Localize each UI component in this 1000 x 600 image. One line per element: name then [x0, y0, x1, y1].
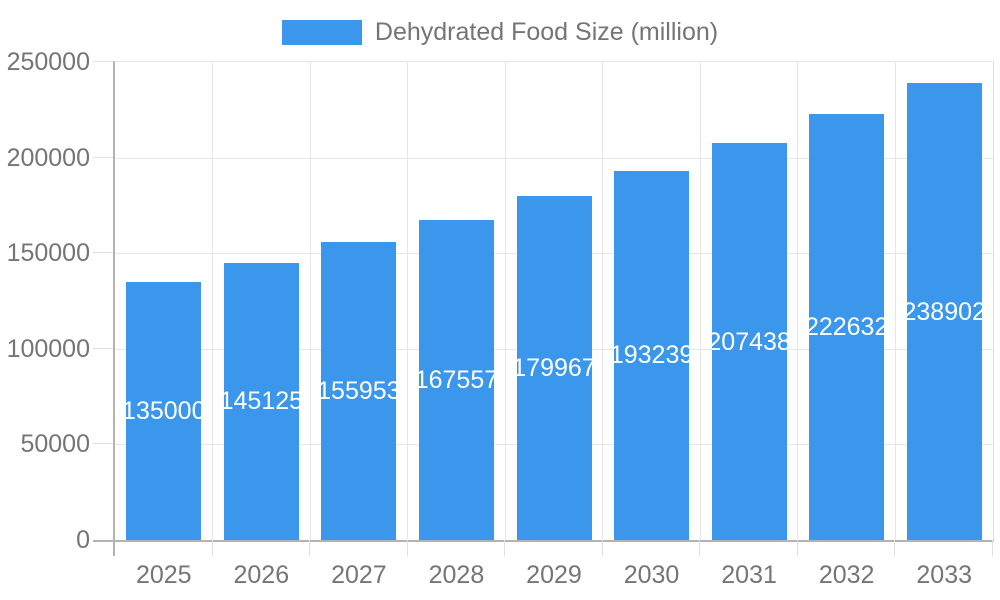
bar-value-label: 135000	[126, 396, 202, 425]
x-axis-tick	[504, 540, 506, 556]
v-gridline	[602, 62, 604, 540]
v-gridline	[894, 62, 896, 540]
y-axis-label: 200000	[6, 143, 90, 172]
x-axis-tick	[796, 540, 798, 556]
x-axis-tick	[601, 540, 603, 556]
v-gridline	[797, 62, 799, 540]
v-gridline	[407, 62, 409, 540]
x-axis-label-2031: 2031	[721, 561, 777, 589]
y-axis-tick	[93, 252, 113, 254]
h-gridline	[115, 157, 993, 159]
y-axis-tick	[93, 347, 113, 349]
x-axis-tick	[894, 540, 896, 556]
bar-2029[interactable]: 179967	[516, 195, 592, 540]
bar-2033[interactable]: 238902	[906, 83, 982, 540]
y-axis-label: 250000	[6, 48, 90, 76]
bar-2031[interactable]: 207438	[711, 143, 787, 540]
bar-value-label: 222632	[809, 313, 885, 342]
bar-2026[interactable]: 145125	[223, 262, 299, 540]
y-axis-label: 100000	[6, 334, 90, 363]
y-axis-label: 50000	[20, 430, 90, 459]
y-axis-label: 0	[76, 526, 90, 554]
y-axis-label: 150000	[6, 239, 90, 268]
bar-2030[interactable]: 193239	[614, 170, 690, 540]
x-axis-label-2027: 2027	[331, 561, 387, 589]
v-gridline	[212, 62, 214, 540]
x-axis-tick	[309, 540, 311, 556]
y-axis-tick	[93, 443, 113, 445]
bar-value-label: 145125	[223, 387, 299, 416]
legend[interactable]: Dehydrated Food Size (million)	[0, 17, 1000, 47]
bar-2032[interactable]: 222632	[809, 114, 885, 540]
plot-area: 135000 145125 155953 167557 179967 193239 2074…	[113, 61, 994, 542]
bar-value-label: 167557	[418, 365, 494, 394]
legend-swatch-icon	[281, 19, 362, 45]
y-axis-tick	[93, 61, 113, 62]
bar-2025[interactable]: 135000	[126, 281, 202, 540]
bar-2028[interactable]: 167557	[418, 219, 494, 540]
v-gridline	[699, 62, 701, 540]
y-axis-tick	[93, 156, 113, 158]
v-gridline	[309, 62, 311, 540]
x-axis-label-2028: 2028	[428, 561, 485, 589]
x-axis-label-2029: 2029	[526, 561, 582, 589]
x-axis-label-2026: 2026	[233, 561, 290, 589]
x-axis-tick	[406, 540, 408, 556]
x-axis-label-2033: 2033	[916, 561, 973, 589]
v-gridline	[504, 62, 506, 540]
bar-value-label: 207438	[711, 327, 787, 356]
bar-2027[interactable]: 155953	[321, 241, 397, 540]
x-axis-tick	[113, 540, 115, 556]
x-axis-tick	[211, 540, 213, 556]
x-axis-label-2030: 2030	[623, 561, 680, 589]
bar-value-label: 193239	[614, 341, 690, 370]
legend-label: Dehydrated Food Size (million)	[374, 18, 719, 46]
x-axis-label-2025: 2025	[135, 561, 192, 589]
bar-value-label: 155953	[321, 376, 397, 405]
x-axis-tick	[699, 540, 701, 556]
x-axis-tick	[992, 540, 993, 556]
bar-value-label: 179967	[516, 353, 592, 382]
x-axis-label-2032: 2032	[818, 561, 875, 589]
bar-value-label: 238902	[906, 297, 982, 326]
y-axis-tick	[93, 540, 113, 542]
